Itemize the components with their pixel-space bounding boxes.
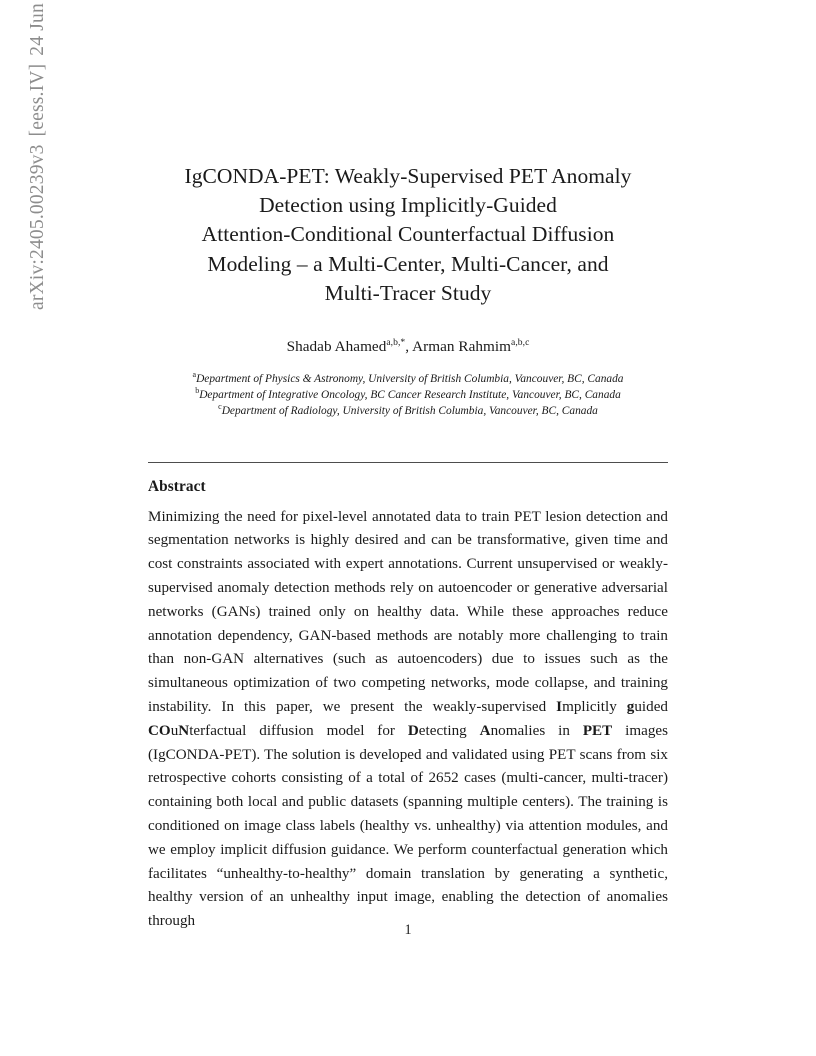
affiliation-text: Department of Physics & Astronomy, Unive… bbox=[196, 373, 624, 386]
paper-content: IgCONDA-PET: Weakly-Supervised PET Anoma… bbox=[148, 0, 668, 934]
author: Shadab Ahameda,b,* bbox=[287, 338, 406, 355]
affiliation-mark: a bbox=[192, 370, 197, 380]
page-title-line: IgCONDA-PET: Weakly-Supervised PET Anoma… bbox=[184, 164, 632, 188]
affiliation-text: Department of Radiology, University of B… bbox=[221, 405, 598, 418]
abstract-emphasis: N bbox=[178, 722, 190, 739]
abstract-text: Minimizing the need for pixel-level anno… bbox=[148, 508, 668, 715]
affiliation-mark: c bbox=[218, 402, 222, 412]
abstract-text: etecting bbox=[418, 722, 480, 739]
abstract-text: uided bbox=[634, 699, 668, 715]
arxiv-stamp: arXiv:2405.00239v3 [eess.IV] 24 Jun 2025 bbox=[18, 0, 58, 310]
affiliation-mark: b bbox=[195, 386, 200, 396]
affiliation: cDepartment of Radiology, University of … bbox=[148, 403, 668, 419]
arxiv-identifier: arXiv:2405.00239v3 bbox=[27, 144, 48, 310]
author-affiliation-marks: a,b,* bbox=[386, 336, 406, 348]
abstract-emphasis: I bbox=[556, 699, 563, 715]
abstract-emphasis: CO bbox=[148, 722, 171, 739]
author: Arman Rahmima,b,c bbox=[412, 338, 529, 355]
page-title-line: Attention-Conditional Counterfactual Dif… bbox=[201, 222, 615, 247]
page-title: IgCONDA-PET: Weakly-Supervised PET Anoma… bbox=[148, 0, 668, 308]
affiliation: bDepartment of Integrative Oncology, BC … bbox=[148, 387, 668, 403]
abstract-divider bbox=[148, 461, 668, 463]
abstract-text: terfactual diffusion model for bbox=[189, 722, 408, 739]
page-number: 1 bbox=[404, 922, 412, 938]
abstract-heading: Abstract bbox=[148, 477, 206, 495]
author-separator: , bbox=[405, 338, 413, 356]
abstract-text: images (IgCONDA-PET). The solution is de… bbox=[148, 722, 669, 930]
author-name: Shadab Ahamed bbox=[286, 338, 387, 356]
abstract-emphasis: A bbox=[479, 722, 491, 739]
affiliation-list: aDepartment of Physics & Astronomy, Univ… bbox=[148, 356, 668, 420]
author-name: Arman Rahmim bbox=[412, 338, 512, 356]
abstract-emphasis: g bbox=[626, 699, 635, 715]
arxiv-category: [eess.IV] bbox=[27, 63, 48, 137]
abstract-text: nomalies in bbox=[490, 722, 583, 739]
page-title-line: Multi-Tracer Study bbox=[324, 280, 492, 305]
abstract-emphasis: D bbox=[407, 722, 419, 739]
abstract-text: u bbox=[170, 722, 179, 739]
page-title-line: Detection using Implicitly-Guided bbox=[259, 193, 557, 218]
arxiv-date: 24 Jun 2025 bbox=[27, 0, 48, 56]
author-list: Shadab Ahameda,b,*, Arman Rahmima,b,c bbox=[148, 308, 668, 356]
affiliation: aDepartment of Physics & Astronomy, Univ… bbox=[148, 371, 668, 387]
page-title-line: Modeling – a Multi-Center, Multi-Cancer,… bbox=[207, 251, 609, 276]
affiliation-text: Department of Integrative Oncology, BC C… bbox=[199, 389, 621, 402]
abstract-emphasis: PET bbox=[582, 722, 613, 739]
abstract-text: mplicitly bbox=[562, 699, 627, 715]
author-affiliation-marks: a,b,c bbox=[511, 336, 530, 348]
abstract-body: Minimizing the need for pixel-level anno… bbox=[148, 496, 668, 934]
